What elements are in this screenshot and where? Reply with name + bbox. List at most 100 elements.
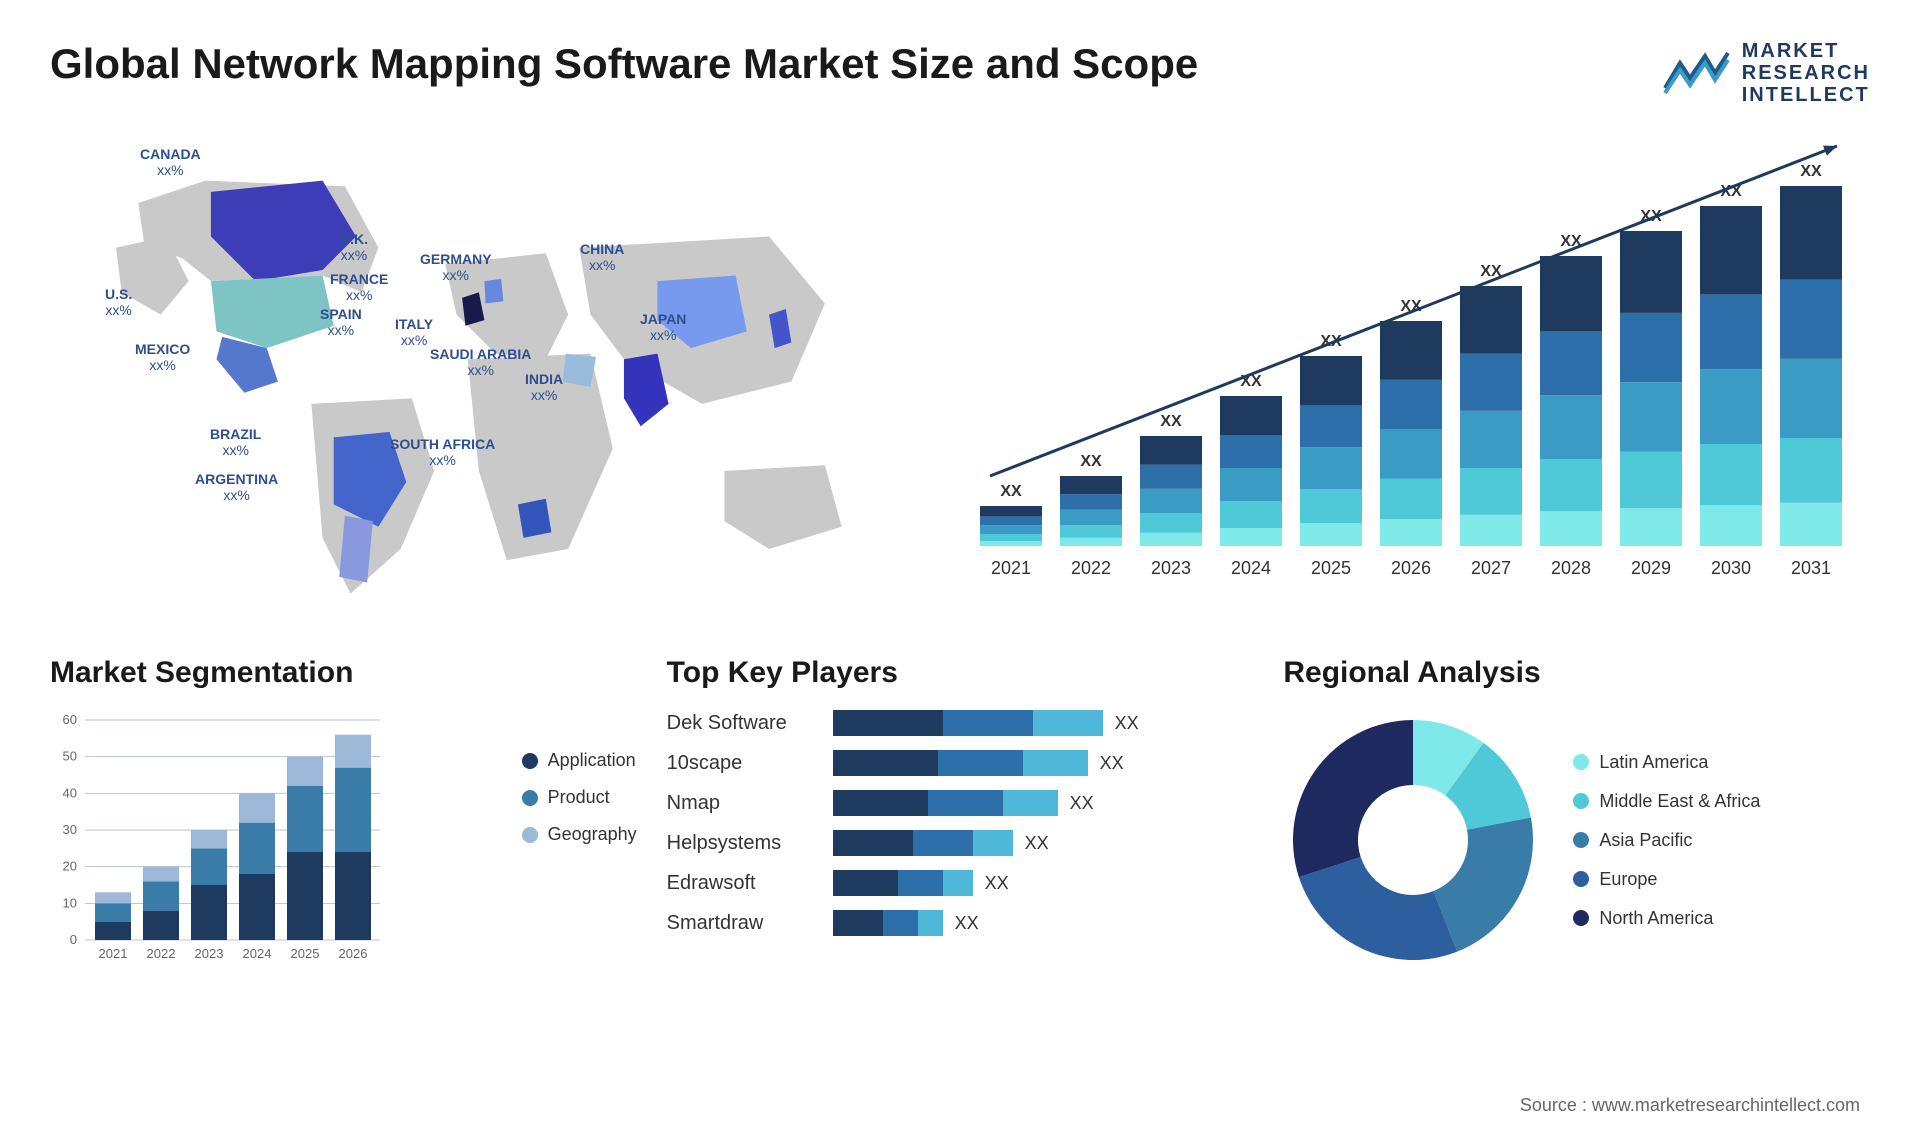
forecast-year-label: 2029: [1631, 558, 1671, 578]
player-bar-seg: [833, 750, 938, 776]
seg-bar-seg: [287, 852, 323, 940]
player-bar-seg: [1003, 790, 1058, 816]
player-bar-seg: [833, 910, 883, 936]
seg-xtick: 2022: [147, 946, 176, 961]
forecast-bar-seg: [1140, 436, 1202, 465]
player-bar: [833, 790, 1058, 816]
players-title: Top Key Players: [667, 656, 1254, 690]
forecast-year-label: 2024: [1231, 558, 1271, 578]
player-value: XX: [1115, 713, 1139, 734]
regional-legend: Latin America Middle East & Africa Asia Pa…: [1573, 752, 1760, 929]
forecast-chart-panel: XX2021XX2022XX2023XX2024XX2025XX2026XX20…: [970, 136, 1870, 616]
segmentation-panel: Market Segmentation 01020304050602021202…: [50, 656, 637, 970]
forecast-bar-seg: [1780, 438, 1842, 503]
forecast-bar-seg: [1140, 533, 1202, 546]
forecast-bar-seg: [1220, 435, 1282, 468]
seg-bar-seg: [335, 768, 371, 852]
seg-ytick: 20: [63, 859, 77, 874]
seg-ytick: 10: [63, 895, 77, 910]
regional-legend-item: Latin America: [1573, 752, 1760, 773]
player-value: XX: [1100, 753, 1124, 774]
seg-bar-seg: [95, 922, 131, 940]
seg-bar-seg: [335, 735, 371, 768]
forecast-bar-seg: [1140, 513, 1202, 533]
forecast-bar-seg: [1300, 447, 1362, 489]
player-name: Edrawsoft: [667, 872, 817, 895]
seg-ytick: 50: [63, 749, 77, 764]
player-bar-seg: [938, 750, 1023, 776]
forecast-year-label: 2027: [1471, 558, 1511, 578]
seg-bar-seg: [143, 911, 179, 940]
map-label-argentina: ARGENTINAxx%: [195, 471, 278, 503]
player-bar: [833, 710, 1103, 736]
forecast-bar-seg: [980, 516, 1042, 525]
forecast-bar-seg: [1780, 359, 1842, 438]
page-title: Global Network Mapping Software Market S…: [50, 40, 1198, 88]
forecast-bar-seg: [1380, 519, 1442, 546]
seg-legend-item: Product: [522, 787, 637, 808]
forecast-bar-seg: [1700, 294, 1762, 369]
seg-bar-seg: [191, 830, 227, 848]
seg-bar-seg: [191, 885, 227, 940]
forecast-bar-seg: [1220, 468, 1282, 501]
forecast-bar-seg: [1220, 396, 1282, 435]
map-region-southafrica: [518, 499, 551, 538]
player-bar-seg: [943, 710, 1033, 736]
forecast-bar-seg: [1380, 321, 1442, 380]
player-bar-seg: [918, 910, 943, 936]
forecast-bar-seg: [1620, 508, 1682, 546]
forecast-bar-seg: [980, 541, 1042, 546]
logo-text-2: RESEARCH: [1742, 62, 1870, 84]
map-label-india: INDIAxx%: [525, 371, 563, 403]
seg-legend-item: Geography: [522, 824, 637, 845]
forecast-bar-seg: [1300, 523, 1362, 546]
forecast-bar-seg: [1060, 525, 1122, 538]
forecast-bar-seg: [1300, 405, 1362, 447]
logo-text-3: INTELLECT: [1742, 84, 1870, 106]
forecast-bar-seg: [1060, 538, 1122, 546]
player-row: Dek SoftwareXX: [667, 710, 1254, 736]
segmentation-title: Market Segmentation: [50, 656, 637, 690]
seg-bar-seg: [239, 793, 275, 822]
forecast-bar-seg: [1540, 511, 1602, 546]
forecast-bar-seg: [1460, 354, 1522, 411]
donut-seg: [1299, 857, 1457, 960]
forecast-bar-label: XX: [1160, 413, 1182, 430]
regional-donut: [1283, 710, 1543, 970]
player-bar-seg: [883, 910, 918, 936]
seg-xtick: 2024: [243, 946, 272, 961]
players-panel: Top Key Players Dek SoftwareXX10scapeXXN…: [667, 656, 1254, 970]
seg-ytick: 60: [63, 712, 77, 727]
regional-panel: Regional Analysis Latin AmericaMiddle Ea…: [1283, 656, 1870, 970]
map-label-saudi-arabia: SAUDI ARABIAxx%: [430, 346, 531, 378]
forecast-bar-seg: [1540, 459, 1602, 511]
forecast-chart: XX2021XX2022XX2023XX2024XX2025XX2026XX20…: [970, 136, 1870, 596]
map-label-china: CHINAxx%: [580, 241, 624, 273]
seg-bar-seg: [287, 757, 323, 786]
seg-legend-item: Application: [522, 750, 637, 771]
forecast-year-label: 2021: [991, 558, 1031, 578]
logo-text-1: MARKET: [1742, 40, 1870, 62]
regional-legend-item: Asia Pacific: [1573, 830, 1760, 851]
player-name: Nmap: [667, 792, 817, 815]
forecast-bar-seg: [1460, 411, 1522, 468]
player-bar-seg: [898, 870, 943, 896]
player-row: SmartdrawXX: [667, 910, 1254, 936]
player-bar-seg: [833, 870, 898, 896]
forecast-bar-seg: [1220, 528, 1282, 546]
forecast-bar-seg: [1140, 465, 1202, 489]
player-value: XX: [955, 913, 979, 934]
player-bar-seg: [833, 790, 928, 816]
regional-legend-item: Middle East & Africa: [1573, 791, 1760, 812]
forecast-year-label: 2025: [1311, 558, 1351, 578]
player-row: HelpsystemsXX: [667, 830, 1254, 856]
forecast-bar-seg: [1300, 356, 1362, 405]
forecast-bar-seg: [1140, 489, 1202, 513]
forecast-bar-seg: [1060, 510, 1122, 525]
forecast-bar-seg: [1700, 505, 1762, 546]
donut-seg: [1293, 720, 1413, 877]
seg-ytick: 40: [63, 785, 77, 800]
map-label-mexico: MEXICOxx%: [135, 341, 190, 373]
seg-xtick: 2023: [195, 946, 224, 961]
regional-legend-item: North America: [1573, 908, 1760, 929]
